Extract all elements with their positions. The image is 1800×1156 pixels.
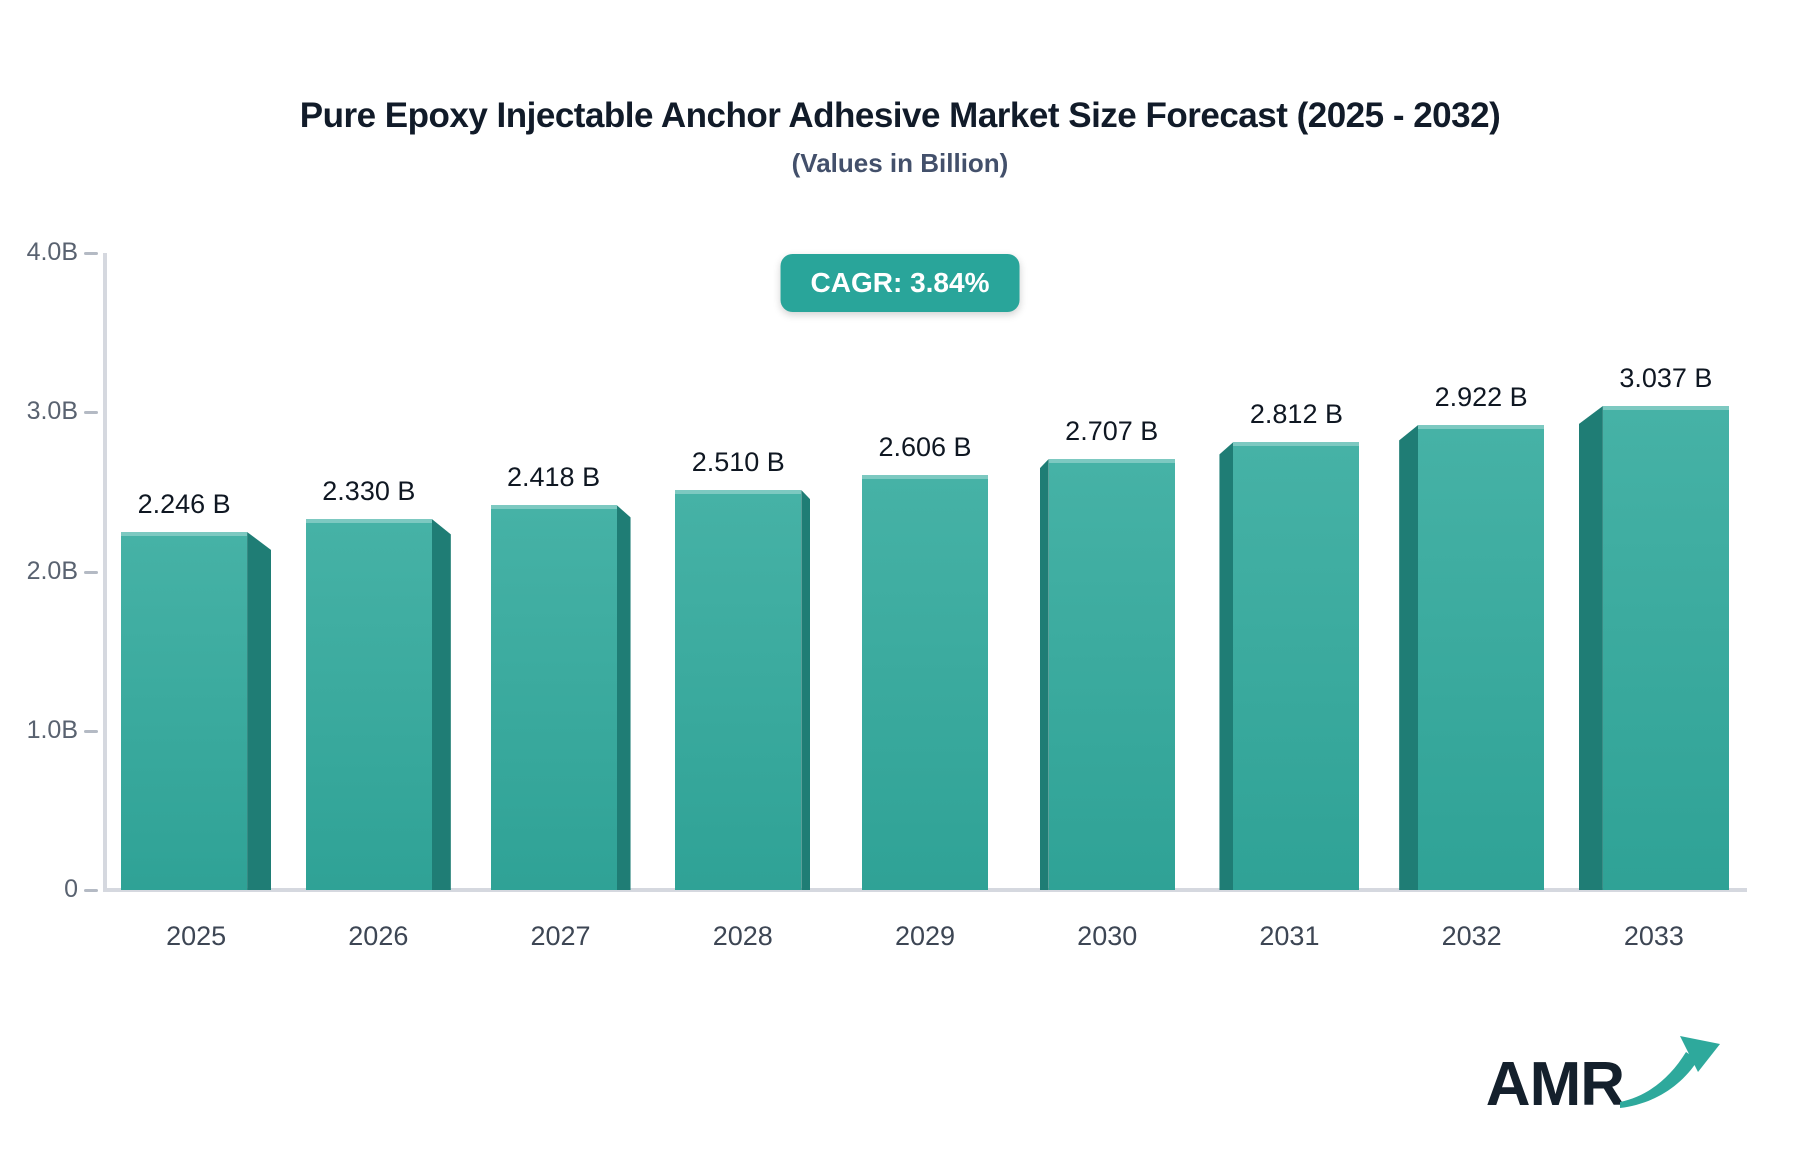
bar[interactable]	[862, 475, 988, 890]
y-tick-mark	[84, 570, 98, 574]
y-tick-label: 0	[64, 875, 78, 903]
bar[interactable]	[1578, 406, 1729, 890]
bar[interactable]	[1219, 442, 1360, 890]
y-tick-mark	[84, 889, 98, 892]
bar-side	[431, 519, 451, 890]
x-axis-label: 2033	[1623, 921, 1684, 951]
y-tick-mark	[84, 729, 98, 733]
y-tick-label: 1.0B	[26, 715, 78, 744]
y-tick-label: 4.0B	[26, 238, 78, 266]
bar-face	[305, 519, 432, 890]
bar-face	[862, 475, 988, 890]
bar-side	[1399, 425, 1419, 890]
bar-value-label: 2.606 B	[878, 432, 972, 462]
bar-value-label: 3.037 B	[1619, 363, 1713, 393]
cagr-badge: CAGR: 3.84%	[780, 254, 1020, 312]
bar-value-label: 2.510 B	[691, 447, 785, 477]
x-axis-label: 2030	[1077, 921, 1138, 951]
bar-value-label: 2.246 B	[137, 489, 231, 519]
x-axis-line	[103, 888, 1747, 892]
bar[interactable]	[675, 490, 811, 890]
plot-area: 2.246 B 2025 2.330 B 2026 2.418 B 2027 2.510 B…	[105, 253, 1745, 951]
bar-side	[1578, 406, 1603, 890]
bar-value-label: 2.418 B	[507, 462, 601, 492]
bar[interactable]	[1399, 425, 1545, 890]
amr-logo: AMR	[1486, 1032, 1722, 1116]
bar-value-label: 2.812 B	[1249, 399, 1343, 429]
x-axis-label: 2031	[1259, 921, 1320, 951]
x-axis-label: 2029	[894, 921, 956, 951]
bar-face	[1418, 425, 1545, 890]
x-axis-label: 2026	[348, 921, 409, 951]
logo-arrow-icon	[1620, 1036, 1720, 1108]
logo-text: AMR	[1485, 1050, 1625, 1119]
bar[interactable]	[490, 505, 631, 890]
bar-face	[121, 532, 248, 890]
bar[interactable]	[121, 532, 272, 890]
bar-side	[1039, 459, 1049, 890]
y-axis-line	[103, 253, 107, 892]
y-tick-mark	[84, 252, 98, 255]
bar[interactable]	[1039, 459, 1175, 890]
bar-value-label: 2.922 B	[1434, 382, 1528, 412]
y-tick-mark	[84, 411, 98, 415]
bar-value-label: 2.707 B	[1065, 416, 1159, 446]
bar-face	[1602, 406, 1729, 890]
bar-side	[1219, 442, 1234, 890]
chart-title: Pure Epoxy Injectable Anchor Adhesive Ma…	[299, 96, 1501, 135]
chart-subtitle: (Values in Billion)	[791, 148, 1009, 178]
x-axis-label: 2028	[712, 921, 773, 951]
bar-side	[801, 490, 811, 890]
x-axis-label: 2032	[1441, 921, 1502, 951]
bar-side	[616, 505, 631, 890]
y-tick-label: 3.0B	[26, 397, 78, 426]
bar[interactable]	[305, 519, 451, 890]
y-tick-label: 2.0B	[26, 556, 78, 585]
x-axis-label: 2027	[530, 921, 591, 951]
bar-value-label: 2.330 B	[322, 476, 416, 506]
bar-side	[247, 532, 272, 890]
bar-face	[490, 505, 617, 890]
bar-face	[675, 490, 802, 890]
bar-face	[1048, 459, 1175, 890]
x-axis-label: 2025	[166, 921, 227, 951]
bar-face	[1233, 442, 1360, 890]
